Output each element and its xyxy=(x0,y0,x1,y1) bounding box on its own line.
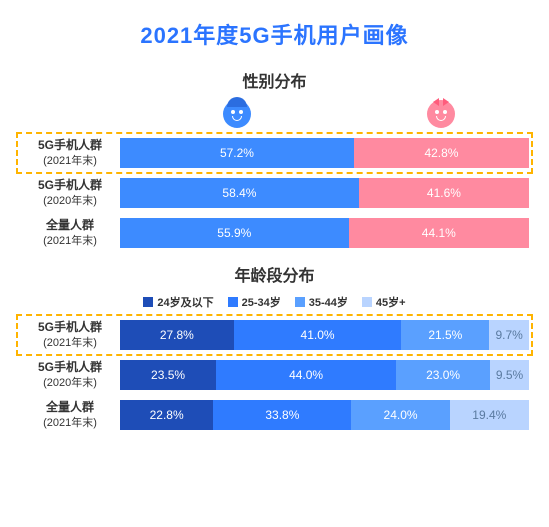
legend-item: 25-34岁 xyxy=(228,294,281,310)
bar-segment: 42.8% xyxy=(354,138,529,168)
legend-swatch xyxy=(362,297,372,307)
legend-swatch xyxy=(228,297,238,307)
female-icon xyxy=(427,100,455,128)
bar-segment: 19.4% xyxy=(450,400,529,430)
bar-segment: 23.5% xyxy=(120,360,216,390)
male-icon-slot xyxy=(120,100,354,128)
legend-label: 25-34岁 xyxy=(242,294,281,310)
stacked-bar: 23.5%44.0%23.0%9.5% xyxy=(120,360,529,390)
legend-swatch xyxy=(143,297,153,307)
bar-segment: 58.4% xyxy=(120,178,359,208)
stacked-bar: 27.8%41.0%21.5%9.7% xyxy=(120,320,529,350)
legend-item: 45岁+ xyxy=(362,294,406,310)
row-label: 5G手机人群(2021年末) xyxy=(20,138,120,168)
legend-swatch xyxy=(295,297,305,307)
stacked-bar: 57.2%42.8% xyxy=(120,138,529,168)
male-icon xyxy=(223,100,251,128)
gender-section-title: 性别分布 xyxy=(20,68,529,92)
bar-segment: 41.6% xyxy=(359,178,529,208)
legend-label: 24岁及以下 xyxy=(157,294,213,310)
female-icon-slot xyxy=(354,100,529,128)
legend-item: 24岁及以下 xyxy=(143,294,213,310)
chart-row: 5G手机人群(2021年末)27.8%41.0%21.5%9.7% xyxy=(20,320,529,350)
bar-segment: 41.0% xyxy=(234,320,402,350)
bar-segment: 9.7% xyxy=(489,320,529,350)
stacked-bar: 58.4%41.6% xyxy=(120,178,529,208)
bar-segment: 23.0% xyxy=(396,360,490,390)
age-section-title: 年龄段分布 xyxy=(20,262,529,286)
legend-label: 45岁+ xyxy=(376,294,406,310)
chart-row: 全量人群(2021年末)55.9%44.1% xyxy=(20,218,529,248)
bar-segment: 44.0% xyxy=(216,360,396,390)
bar-segment: 24.0% xyxy=(351,400,449,430)
bar-segment: 21.5% xyxy=(401,320,489,350)
bar-segment: 55.9% xyxy=(120,218,349,248)
row-label: 5G手机人群(2021年末) xyxy=(20,320,120,350)
bar-wrap: 55.9%44.1% xyxy=(120,218,529,248)
bar-segment: 22.8% xyxy=(120,400,213,430)
legend-label: 35-44岁 xyxy=(309,294,348,310)
bar-wrap: 57.2%42.8% xyxy=(120,138,529,168)
legend-item: 35-44岁 xyxy=(295,294,348,310)
bar-segment: 57.2% xyxy=(120,138,354,168)
stacked-bar: 55.9%44.1% xyxy=(120,218,529,248)
bar-wrap: 27.8%41.0%21.5%9.7% xyxy=(120,320,529,350)
bar-segment: 27.8% xyxy=(120,320,234,350)
bar-wrap: 58.4%41.6% xyxy=(120,178,529,208)
row-label: 5G手机人群(2020年末) xyxy=(20,178,120,208)
row-label: 5G手机人群(2020年末) xyxy=(20,360,120,390)
age-chart: 5G手机人群(2021年末)27.8%41.0%21.5%9.7%5G手机人群(… xyxy=(20,320,529,430)
infographic: 2021年度5G手机用户画像 性别分布 5G手机人群(2021年末)57.2%4… xyxy=(0,0,549,460)
bar-wrap: 22.8%33.8%24.0%19.4% xyxy=(120,400,529,430)
main-title: 2021年度5G手机用户画像 xyxy=(20,18,529,50)
bar-segment: 44.1% xyxy=(349,218,529,248)
chart-row: 5G手机人群(2020年末)23.5%44.0%23.0%9.5% xyxy=(20,360,529,390)
gender-chart: 5G手机人群(2021年末)57.2%42.8%5G手机人群(2020年末)58… xyxy=(20,138,529,248)
row-label: 全量人群(2021年末) xyxy=(20,400,120,430)
bar-segment: 33.8% xyxy=(213,400,351,430)
gender-icon-row xyxy=(20,100,529,128)
row-label: 全量人群(2021年末) xyxy=(20,218,120,248)
chart-row: 全量人群(2021年末)22.8%33.8%24.0%19.4% xyxy=(20,400,529,430)
chart-row: 5G手机人群(2020年末)58.4%41.6% xyxy=(20,178,529,208)
age-legend: 24岁及以下 25-34岁 35-44岁 45岁+ xyxy=(20,294,529,310)
stacked-bar: 22.8%33.8%24.0%19.4% xyxy=(120,400,529,430)
bar-wrap: 23.5%44.0%23.0%9.5% xyxy=(120,360,529,390)
bar-segment: 9.5% xyxy=(490,360,529,390)
chart-row: 5G手机人群(2021年末)57.2%42.8% xyxy=(20,138,529,168)
